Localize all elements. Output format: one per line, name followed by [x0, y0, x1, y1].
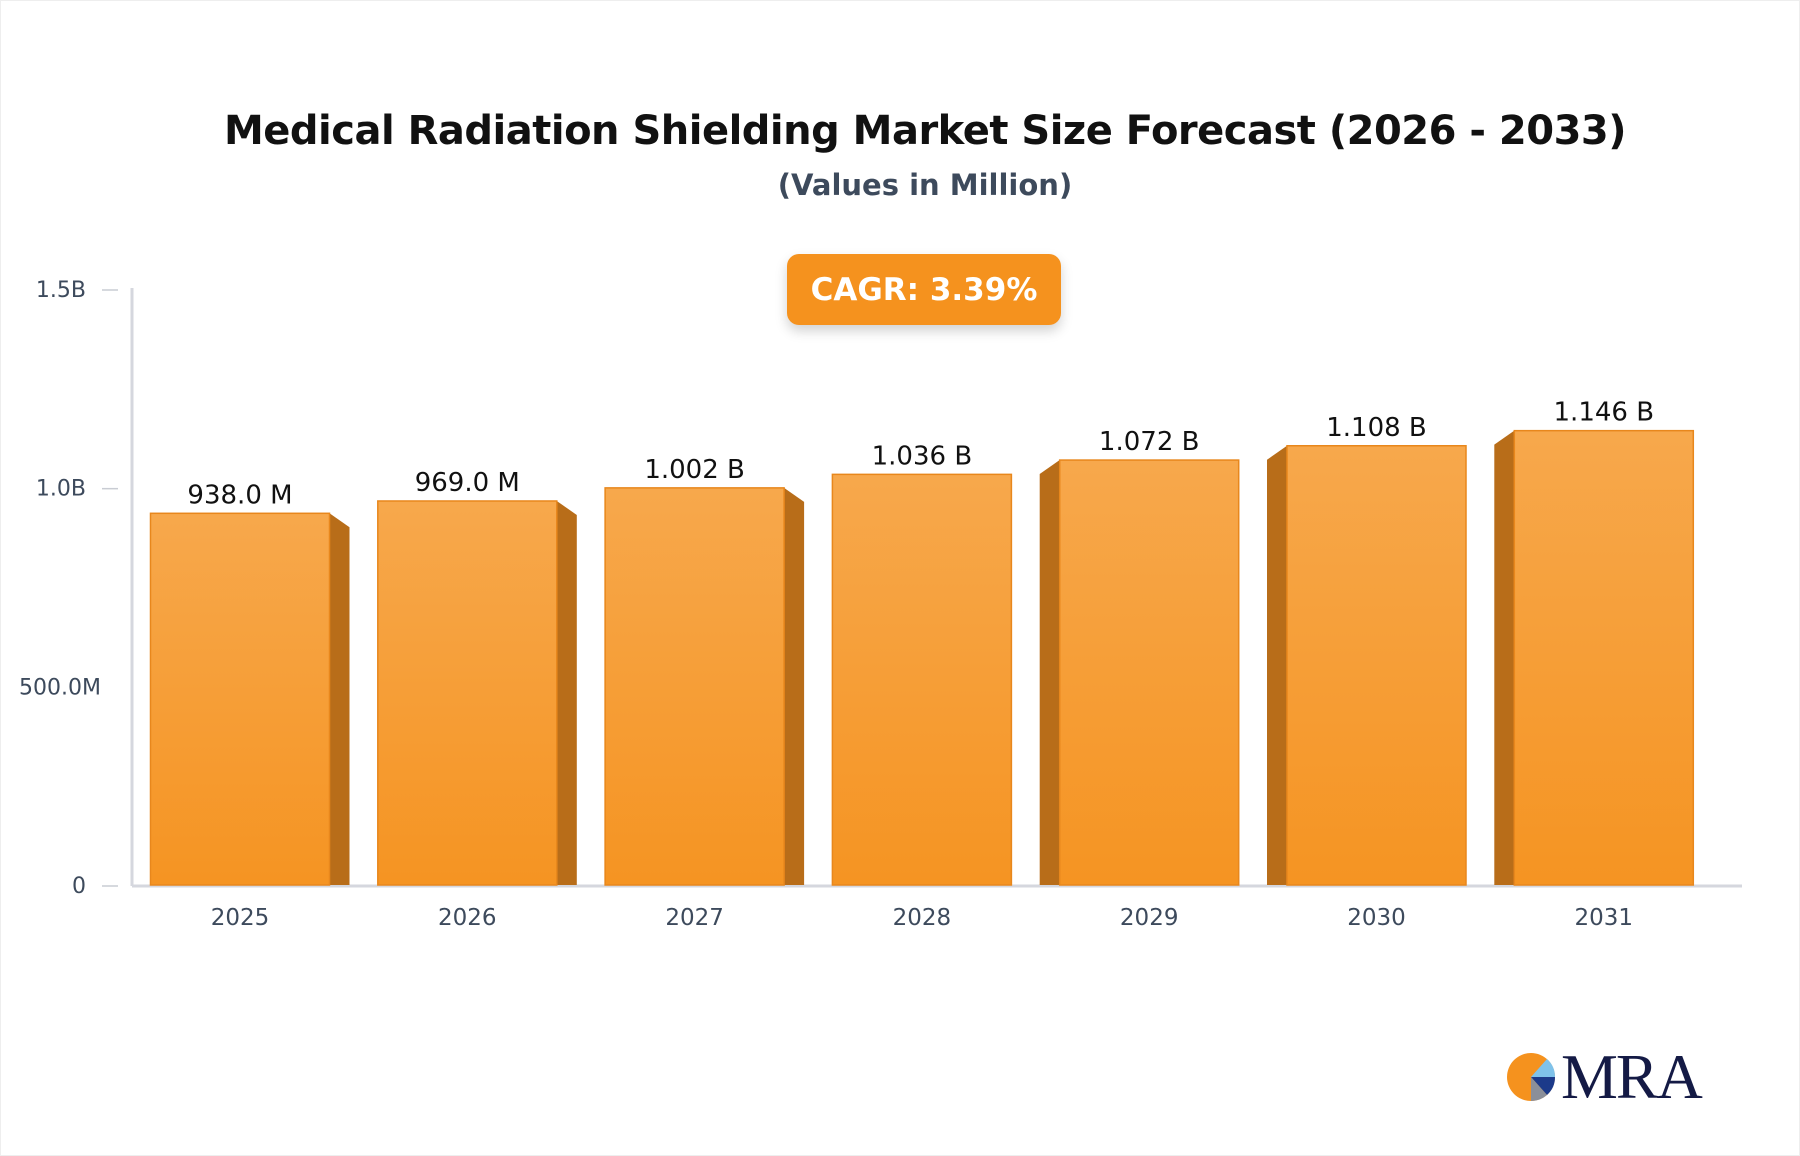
data-label: 969.0 M [415, 468, 520, 498]
bar-side [556, 500, 577, 885]
bar [1286, 445, 1467, 886]
y-tick-label: 500.0M [19, 675, 101, 700]
bar-side [1267, 445, 1287, 885]
bar-side [329, 513, 350, 885]
bar-side [784, 487, 805, 885]
data-label: 1.036 B [872, 441, 973, 471]
y-tick-label: 1.5B [36, 278, 86, 303]
chart-title: Medical Radiation Shielding Market Size … [223, 108, 1627, 154]
x-tick-label: 2030 [1347, 905, 1406, 931]
data-label: 1.072 B [1099, 427, 1200, 457]
data-label: 938.0 M [187, 480, 292, 510]
x-tick-label: 2029 [1120, 905, 1179, 931]
y-tick-label: 1.0B [36, 477, 86, 502]
bar-side [1494, 430, 1515, 885]
data-label: 1.002 B [644, 455, 745, 485]
bar [831, 473, 1013, 886]
data-label: 1.146 B [1554, 398, 1655, 428]
x-tick-label: 2027 [665, 905, 724, 931]
pie-logo-icon [1507, 1053, 1556, 1102]
bar [149, 512, 331, 886]
bar [604, 487, 785, 886]
bar [1513, 429, 1695, 886]
logo-text: MRA [1561, 1041, 1703, 1112]
x-tick-label: 2031 [1575, 905, 1634, 931]
bar [377, 500, 558, 886]
mra-logo: MRA [1505, 1040, 1703, 1114]
x-tick-label: 2028 [893, 905, 952, 931]
x-tick-label: 2026 [438, 905, 497, 931]
y-tick-label: 0 [72, 874, 86, 899]
bar [1058, 459, 1240, 886]
data-label: 1.108 B [1326, 413, 1427, 443]
chart-subtitle: (Values in Million) [777, 168, 1073, 202]
bar-side [1039, 460, 1060, 885]
cagr-badge: CAGR: 3.39% [787, 254, 1061, 325]
x-tick-label: 2025 [211, 905, 270, 931]
